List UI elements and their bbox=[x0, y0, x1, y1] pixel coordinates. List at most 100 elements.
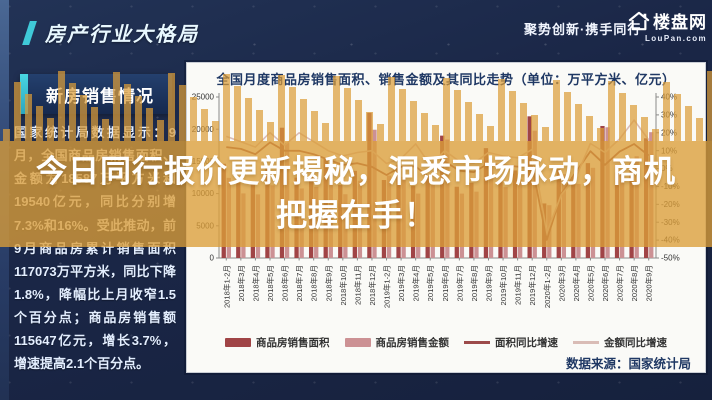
overlay-stripe bbox=[91, 107, 98, 141]
overlay-stripe bbox=[212, 121, 219, 141]
x-tick-label: 2018年1-2月 bbox=[221, 265, 231, 308]
overlay-stripe bbox=[256, 110, 263, 141]
legend-item: 金额同比增速 bbox=[573, 335, 667, 350]
x-tick-label: 2020年5月 bbox=[585, 265, 595, 301]
overlay-stripe bbox=[168, 73, 175, 141]
overlay-stripe bbox=[685, 106, 692, 141]
overlay-stripe bbox=[322, 123, 329, 141]
overlay-stripe bbox=[641, 117, 648, 141]
legend-swatch-icon bbox=[225, 338, 251, 347]
x-tick-label: 2019年3月 bbox=[396, 265, 406, 301]
overlay-stripe bbox=[432, 125, 439, 141]
x-tick-label: 2020年3月 bbox=[556, 265, 566, 301]
overlay-stripe bbox=[223, 74, 230, 141]
x-tick-label: 2019年11月 bbox=[513, 265, 523, 305]
overlay-stripe bbox=[234, 86, 241, 141]
overlay-stripe bbox=[135, 96, 142, 141]
x-tick-label: 2019年7月 bbox=[454, 265, 464, 301]
headline-line1: 今日同行报价更新揭秘，洞悉市场脉动，商机 bbox=[36, 154, 676, 189]
data-source-note: 数据来源：国家统计局 bbox=[565, 357, 691, 371]
overlay-stripe bbox=[663, 82, 670, 141]
x-tick-label: 2019年5月 bbox=[425, 265, 435, 301]
x-tick-label: 2020年7月 bbox=[615, 265, 625, 301]
overlay-stripe bbox=[14, 82, 21, 141]
x-tick-label: 2020年8月 bbox=[629, 265, 639, 301]
overlay-stripe bbox=[377, 124, 384, 141]
overlay-stripe bbox=[509, 91, 516, 141]
overlay-stripe bbox=[278, 75, 285, 141]
x-tick-label: 2018年6月 bbox=[280, 265, 290, 301]
overlay-stripe bbox=[300, 99, 307, 141]
overlay-stripe bbox=[553, 80, 560, 141]
section-title-text: 房产行业大格局 bbox=[45, 24, 199, 46]
legend-label: 金额同比增速 bbox=[604, 337, 667, 349]
legend-item: 面积同比增速 bbox=[464, 335, 558, 350]
x-tick-label: 2019年12月 bbox=[527, 265, 537, 306]
overlay-stripe bbox=[333, 76, 340, 141]
headline-overlay-band: 今日同行报价更新揭秘，洞悉市场脉动，商机 把握在手！ bbox=[0, 71, 712, 247]
overlay-stripe bbox=[630, 105, 637, 141]
overlay-stripe bbox=[311, 111, 318, 141]
overlay-stripe bbox=[36, 106, 43, 141]
brand-tagline: 聚势创新·携手同行 bbox=[524, 22, 642, 37]
overlay-stripe bbox=[344, 88, 351, 141]
slash-accent-icon bbox=[22, 20, 37, 45]
x-tick-label: 2019年9月 bbox=[483, 265, 493, 301]
x-tick-label: 2020年1-2月 bbox=[542, 265, 552, 308]
legend-label: 商品房销售金额 bbox=[375, 337, 450, 349]
x-tick-label: 2018年9月 bbox=[323, 265, 333, 301]
overlay-stripe bbox=[25, 94, 32, 141]
loupan-logo: 楼盘网 LouPan.com bbox=[628, 8, 707, 43]
x-tick-label: 2019年8月 bbox=[469, 265, 479, 301]
overlay-stripe bbox=[498, 79, 505, 141]
overlay-stripe bbox=[608, 81, 615, 141]
overlay-stripe bbox=[388, 77, 395, 141]
overlay-stripe bbox=[597, 128, 604, 141]
overlay-stripe bbox=[366, 112, 373, 141]
overlay-stripe bbox=[102, 119, 109, 141]
overlay-stripe bbox=[421, 113, 428, 141]
overlay-stripe bbox=[399, 89, 406, 141]
x-tick-label: 2020年4月 bbox=[571, 265, 581, 301]
house-icon bbox=[628, 11, 650, 30]
overlay-stripe bbox=[575, 104, 582, 141]
x-tick-label: 2018年8月 bbox=[309, 265, 319, 301]
overlay-stripe bbox=[69, 83, 76, 141]
legend-swatch-icon bbox=[344, 338, 371, 347]
headline: 今日同行报价更新揭秘，洞悉市场脉动，商机 把握在手！ bbox=[0, 141, 712, 247]
overlay-stripe bbox=[146, 108, 153, 141]
x-tick-label: 2019年1-2月 bbox=[382, 265, 392, 308]
overlay-stripe bbox=[179, 85, 186, 141]
right-tick-label: -50% bbox=[661, 254, 680, 263]
overlay-stripe bbox=[619, 93, 626, 141]
overlay-stripe bbox=[355, 100, 362, 141]
overlay-stripe bbox=[443, 78, 450, 141]
chart-legend: 商品房销售面积 商品房销售金额 面积同比增速 金额同比增速 bbox=[187, 335, 705, 350]
overlay-stripe bbox=[289, 87, 296, 141]
overlay-stripe bbox=[3, 129, 10, 141]
overlay-stripe bbox=[465, 102, 472, 141]
overlay-stripe bbox=[47, 118, 54, 141]
x-tick-label: 2020年9月 bbox=[644, 265, 654, 301]
legend-item: 商品房销售金额 bbox=[344, 335, 450, 350]
x-tick-label: 2018年3月 bbox=[236, 265, 246, 301]
overlay-stripe bbox=[157, 120, 164, 141]
overlay-stripe bbox=[410, 101, 417, 141]
x-tick-label: 2019年6月 bbox=[440, 265, 450, 301]
heading-accent-bar bbox=[20, 74, 28, 114]
section-title: 房产行业大格局 bbox=[22, 18, 199, 47]
overlay-stripe bbox=[80, 95, 87, 141]
overlay-stripe bbox=[520, 103, 527, 141]
overlay-stripe bbox=[542, 127, 549, 141]
overlay-stripe bbox=[586, 116, 593, 141]
x-tick-label: 2018年11月 bbox=[352, 265, 362, 305]
overlay-stripe bbox=[201, 109, 208, 141]
headline-line2: 把握在手！ bbox=[276, 198, 436, 233]
overlay-stripe bbox=[564, 92, 571, 141]
x-tick-label: 2019年10月 bbox=[498, 265, 508, 306]
overlay-stripe bbox=[124, 84, 131, 141]
left-tick-label: 0 bbox=[210, 254, 215, 263]
overlay-stripe bbox=[476, 114, 483, 141]
overlay-stripe bbox=[707, 71, 712, 141]
